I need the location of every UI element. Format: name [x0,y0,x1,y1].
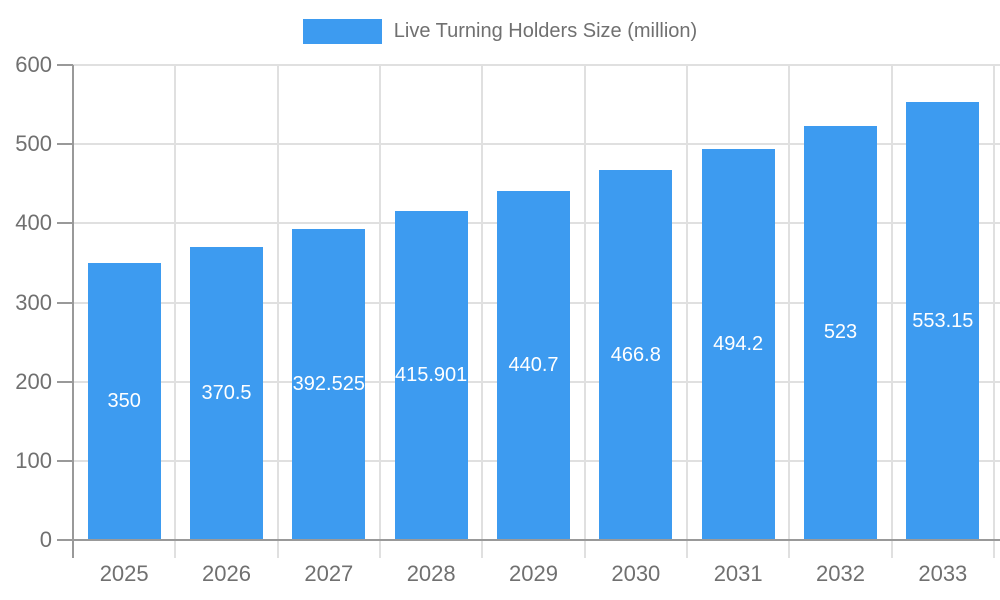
x-axis-tick [174,540,177,558]
y-axis-tick [57,143,73,146]
y-axis-label: 200 [15,368,52,394]
x-gridline [379,65,381,540]
bar-value-label: 494.2 [713,332,764,355]
x-gridline [890,65,893,540]
x-axis-label: 2029 [509,561,558,586]
y-axis-tick [57,459,73,462]
bar[interactable]: 370.5 [190,246,263,540]
x-axis-label: 2030 [611,561,661,586]
bar-value-label: 415.901 [395,363,468,386]
x-axis-label: 2028 [406,561,456,586]
bar[interactable]: 350 [87,262,161,540]
chart-legend[interactable]: Live Turning Holders Size (million) [0,19,1000,44]
bar[interactable]: 392.525 [292,229,366,540]
y-axis-label: 0 [39,527,52,552]
y-gridline [73,64,1000,66]
legend-swatch-icon[interactable] [302,19,382,44]
x-axis-tick [890,540,893,558]
x-axis-label: 2032 [816,561,865,586]
x-axis-tick [276,540,279,558]
y-axis-tick [57,222,73,225]
x-axis-label: 2031 [713,561,763,586]
x-axis-label: 2027 [304,561,354,586]
y-gridline [73,143,1000,146]
y-axis-label: 300 [15,289,52,315]
bar[interactable]: 553.15 [906,102,980,540]
x-axis-tick [481,540,484,558]
x-gridline [583,65,586,540]
x-gridline [686,65,688,540]
x-gridline [481,65,484,540]
bar[interactable]: 415.901 [394,210,468,540]
bar-value-label: 523 [823,321,858,344]
bar[interactable]: 494.2 [701,148,775,540]
x-axis-tick [993,540,995,558]
x-axis-label: 2025 [99,561,149,586]
y-axis-line [72,65,74,558]
x-gridline [993,65,995,540]
x-axis-label: 2026 [202,561,251,586]
x-gridline [788,65,791,540]
bar-value-label: 466.8 [610,343,661,366]
bar[interactable]: 466.8 [599,170,673,540]
bar-value-label: 350 [107,389,141,412]
x-axis-line [57,539,1000,541]
x-gridline [174,65,177,540]
bar-value-label: 553.15 [912,309,974,332]
bar-value-label: 392.525 [292,373,365,396]
x-axis-tick [686,540,688,558]
x-axis-tick [788,540,791,558]
y-axis-label: 600 [15,52,52,77]
y-axis-tick [57,301,73,304]
x-axis-tick [583,540,586,558]
bar-value-label: 370.5 [201,381,252,404]
y-axis-label: 100 [15,447,52,473]
x-axis-tick [379,540,381,558]
bar[interactable]: 440.7 [497,191,570,540]
x-gridline [276,65,279,540]
y-axis-tick [57,64,73,66]
x-axis-label: 2033 [918,561,968,586]
y-axis-label: 400 [15,210,52,236]
bar-value-label: 440.7 [508,354,559,377]
legend-label[interactable]: Live Turning Holders Size (million) [393,20,698,42]
bar[interactable]: 523 [804,125,877,540]
y-axis-tick [57,380,73,383]
y-axis-label: 500 [15,131,52,157]
